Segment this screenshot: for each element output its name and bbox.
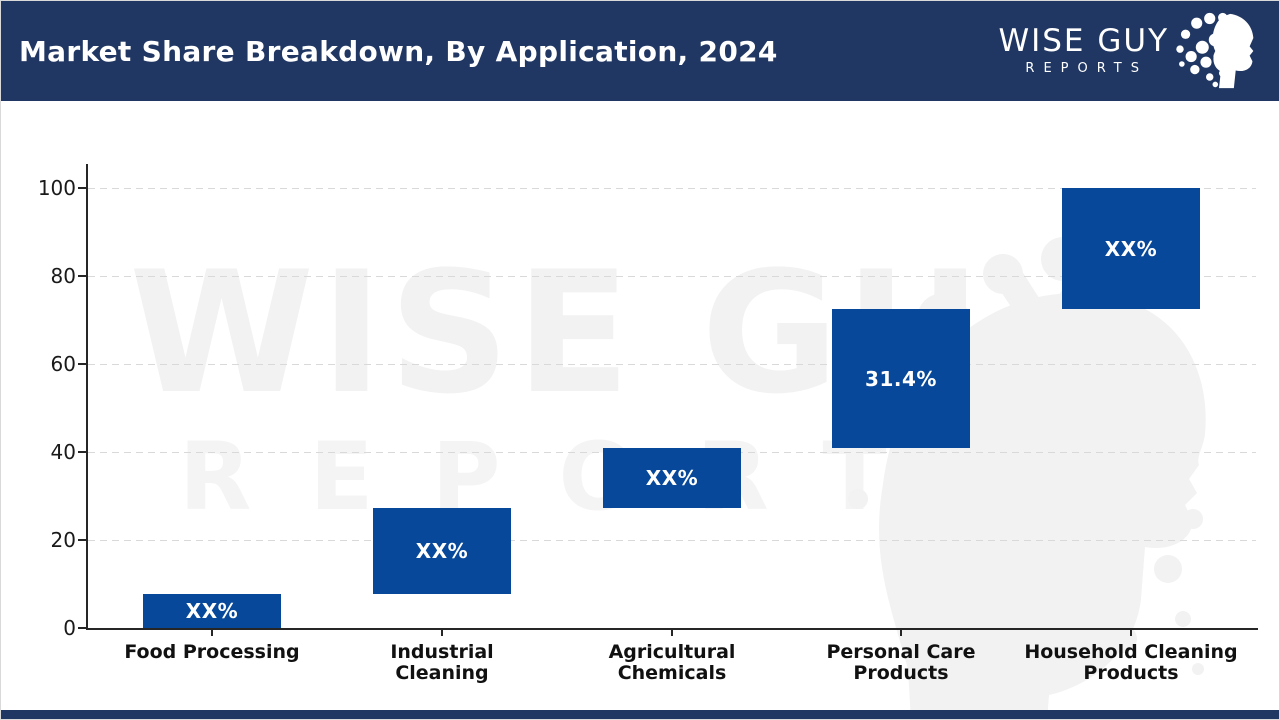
x-category-label-0: Food Processing — [97, 642, 327, 663]
page-title: Market Share Breakdown, By Application, … — [19, 34, 778, 68]
bar-1: XX% — [373, 507, 511, 595]
logo-brand-text: WISE GUY — [998, 23, 1169, 59]
gridline-y-80 — [88, 275, 1256, 277]
header-bar: Market Share Breakdown, By Application, … — [1, 1, 1279, 101]
x-category-label-line: Products — [1083, 662, 1179, 684]
logo-wordmark: WISE GUY REPORTS — [998, 23, 1169, 77]
logo-subtitle-text: REPORTS — [1025, 61, 1149, 76]
y-tick-mark-40 — [78, 451, 87, 453]
x-tick-mark-0 — [211, 630, 213, 636]
gridline-y-100 — [88, 187, 1256, 189]
y-tick-mark-100 — [78, 187, 87, 189]
y-tick-label-0: 0 — [63, 616, 76, 640]
bar-value-label-2: XX% — [645, 465, 699, 490]
x-category-label-line: Cleaning — [395, 662, 489, 684]
x-tick-mark-3 — [900, 630, 902, 636]
x-category-label-line: Agricultural — [608, 641, 736, 663]
y-tick-mark-0 — [78, 627, 87, 629]
x-tick-mark-1 — [441, 630, 443, 636]
bar-2: XX% — [603, 447, 741, 508]
x-category-label-line: Personal Care — [826, 641, 976, 663]
y-tick-label-80: 80 — [50, 264, 76, 288]
x-category-label-2: Agricultural Chemicals — [557, 642, 787, 684]
y-tick-mark-80 — [78, 275, 87, 277]
y-tick-label-40: 40 — [50, 440, 76, 464]
y-tick-mark-20 — [78, 539, 87, 541]
footer-bar — [1, 710, 1279, 719]
x-axis-line — [86, 628, 1258, 630]
x-tick-mark-2 — [671, 630, 673, 636]
bar-value-label-3: 31.4% — [865, 366, 937, 391]
x-category-label-1: Industrial Cleaning — [327, 642, 557, 684]
x-category-label-line: Household Cleaning — [1024, 641, 1238, 663]
y-tick-label-100: 100 — [37, 176, 76, 200]
dotted-head-profile-icon — [1176, 12, 1254, 89]
bar-value-label-1: XX% — [415, 538, 469, 563]
gridline-y-60 — [88, 363, 1256, 365]
wiseguy-logo: WISE GUY REPORTS — [998, 12, 1267, 90]
y-tick-mark-60 — [78, 363, 87, 365]
bar-4: XX% — [1062, 188, 1200, 310]
gridline-y-20 — [88, 539, 1256, 541]
x-category-label-line: Industrial — [390, 641, 494, 663]
bar-value-label-0: XX% — [185, 599, 239, 624]
x-category-label-line: Food Processing — [124, 641, 300, 663]
bar-value-label-4: XX% — [1104, 236, 1158, 261]
y-tick-label-20: 20 — [50, 528, 76, 552]
y-axis-spine — [86, 164, 88, 630]
bar-3: 31.4% — [832, 309, 970, 448]
x-category-label-3: Personal Care Products — [786, 642, 1016, 684]
x-category-label-line: Products — [853, 662, 949, 684]
x-tick-mark-4 — [1130, 630, 1132, 636]
y-tick-label-60: 60 — [50, 352, 76, 376]
x-category-label-line: Chemicals — [617, 662, 727, 684]
x-category-label-4: Household Cleaning Products — [1016, 642, 1246, 684]
bar-0: XX% — [143, 594, 281, 628]
